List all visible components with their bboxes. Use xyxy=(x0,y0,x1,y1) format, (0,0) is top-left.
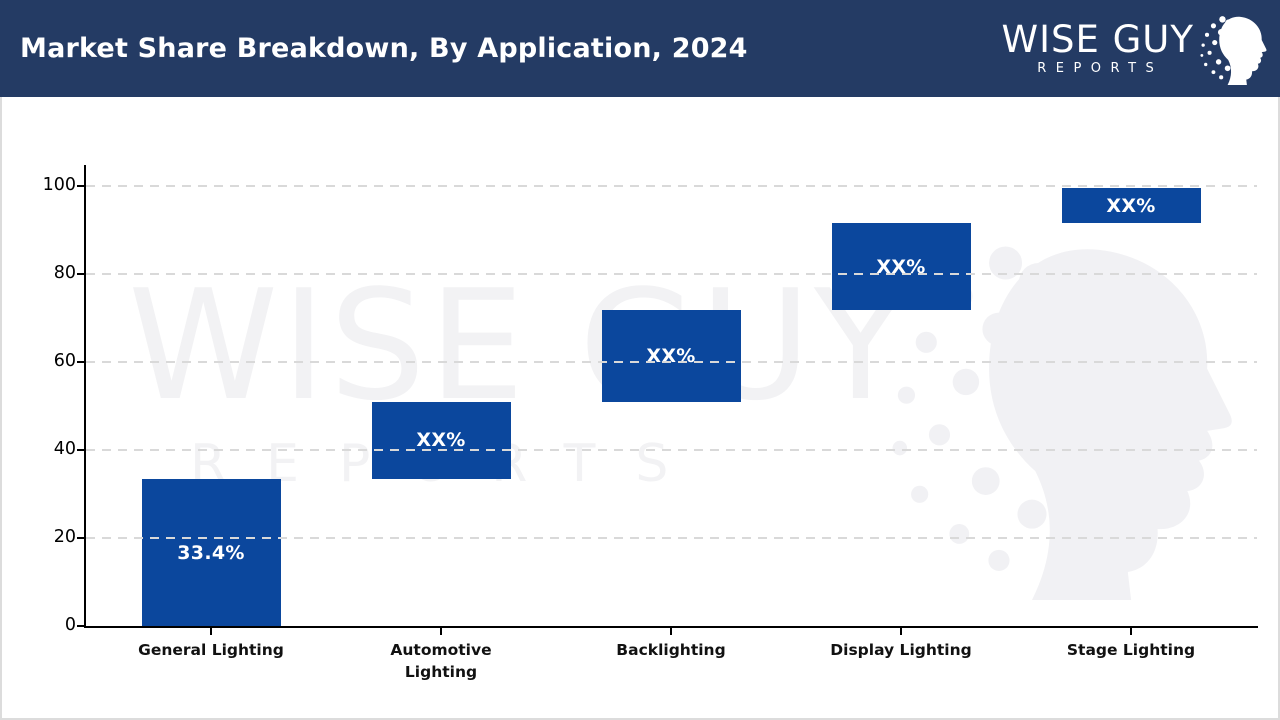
gridline xyxy=(86,449,1257,451)
page-title: Market Share Breakdown, By Application, … xyxy=(20,33,748,64)
x-axis-tick xyxy=(1130,628,1132,635)
y-axis-tick xyxy=(77,185,84,187)
gridline xyxy=(86,185,1257,187)
logo-wordmark: WISE GUY REPORTS xyxy=(1002,21,1194,76)
x-axis-tick xyxy=(210,628,212,635)
bar-value-label: XX% xyxy=(416,429,466,452)
gridline xyxy=(86,537,1257,539)
y-axis-line xyxy=(84,165,86,628)
y-axis-tick xyxy=(77,625,84,627)
bar-segment: XX% xyxy=(601,310,741,402)
bar-segment: XX% xyxy=(371,401,511,480)
x-axis-line xyxy=(84,626,1258,628)
bar-segment: 33.4% xyxy=(141,479,281,626)
bar-value-label: XX% xyxy=(1106,194,1156,217)
bar-value-label: XX% xyxy=(646,344,696,367)
y-tick-label: 0 xyxy=(64,615,76,635)
y-tick-label: 20 xyxy=(53,527,76,547)
y-axis-tick xyxy=(77,273,84,275)
y-axis-tick xyxy=(77,537,84,539)
y-axis-tick xyxy=(77,361,84,363)
x-axis-tick xyxy=(440,628,442,635)
x-tick-label: General Lighting xyxy=(138,641,284,659)
logo-subtitle-text: REPORTS xyxy=(1037,61,1164,76)
x-axis-tick xyxy=(670,628,672,635)
y-tick-label: 100 xyxy=(42,175,76,195)
y-tick-label: 40 xyxy=(53,439,76,459)
bar-value-label: 33.4% xyxy=(177,541,245,564)
bar-value-label: XX% xyxy=(876,255,926,278)
x-tick-label: Backlighting xyxy=(616,641,726,659)
x-tick-label: Automotive Lighting xyxy=(390,641,492,681)
x-axis-tick xyxy=(900,628,902,635)
bar-segment: XX% xyxy=(1061,187,1201,224)
logo-face-icon xyxy=(1200,15,1267,85)
wiseguy-logo: WISE GUY REPORTS xyxy=(1002,7,1274,91)
gridline xyxy=(86,273,1257,275)
logo-brand-text: WISE GUY xyxy=(1001,18,1194,61)
gridline xyxy=(86,361,1257,363)
y-tick-label: 80 xyxy=(53,263,76,283)
y-axis-tick xyxy=(77,449,84,451)
header: Market Share Breakdown, By Application, … xyxy=(0,0,1280,97)
bar-segment: XX% xyxy=(831,223,971,311)
y-tick-label: 60 xyxy=(53,351,76,371)
x-tick-label: Display Lighting xyxy=(830,641,972,659)
x-tick-label: Stage Lighting xyxy=(1066,641,1196,659)
